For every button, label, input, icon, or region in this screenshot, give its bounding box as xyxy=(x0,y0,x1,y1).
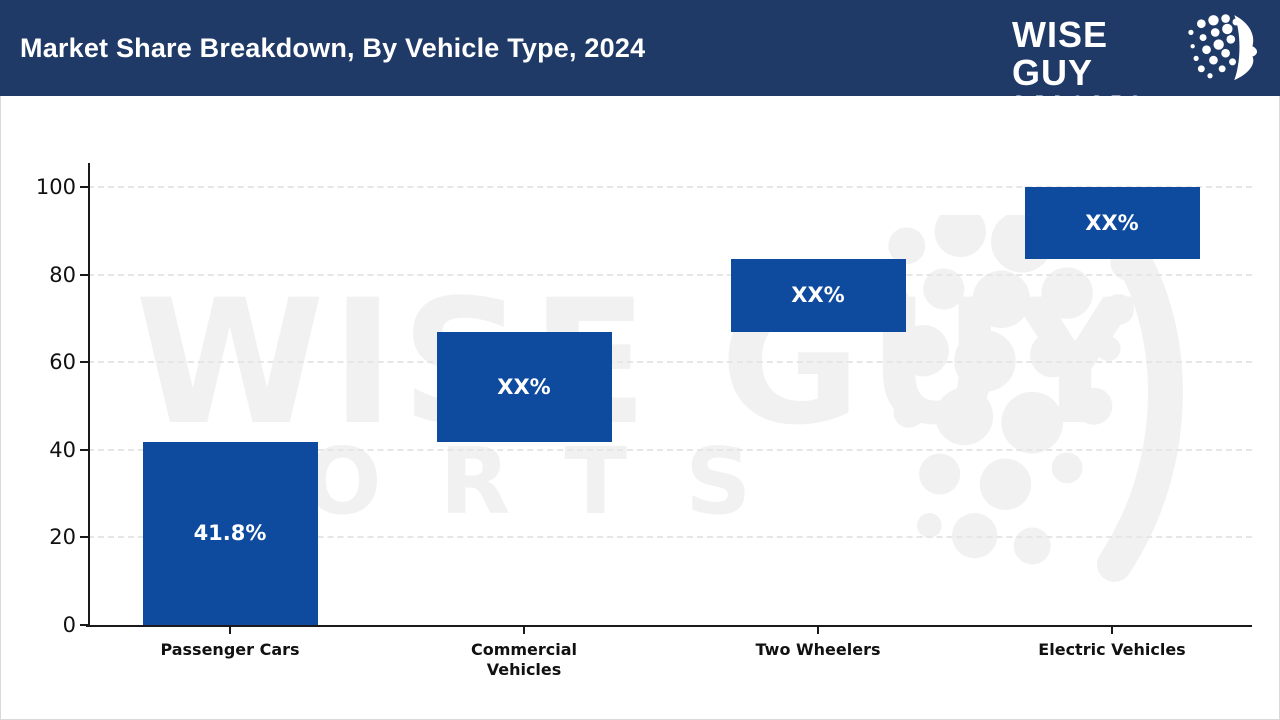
x-axis-category-label-line: Vehicles xyxy=(486,660,562,679)
logo-head-icon xyxy=(1188,14,1258,81)
logo-wordmark-sub: REPORTS xyxy=(1015,94,1150,110)
x-axis-tick xyxy=(817,626,819,634)
gridline xyxy=(88,536,1252,539)
y-axis-line xyxy=(88,163,90,627)
x-axis-category-label-line: Commercial xyxy=(470,640,578,659)
gridline xyxy=(88,448,1252,451)
x-axis-category-label-line: Two Wheelers xyxy=(755,640,881,659)
x-axis-line xyxy=(86,625,1252,627)
y-axis-tick-label: 40 xyxy=(49,437,76,462)
y-axis-tick xyxy=(80,273,88,276)
bar-electric-vehicles: XX% xyxy=(1024,187,1200,260)
chart-title: Market Share Breakdown, By Vehicle Type,… xyxy=(20,32,646,63)
x-axis-category-label: Commercial Vehicles xyxy=(414,640,634,680)
header-band: Market Share Breakdown, By Vehicle Type,… xyxy=(0,0,1280,110)
y-axis-tick xyxy=(80,361,88,364)
bar-value-label: XX% xyxy=(791,283,845,308)
x-axis-category-label-line: Electric Vehicles xyxy=(1038,640,1186,659)
x-axis-tick xyxy=(523,626,525,634)
logo-wordmark-main: WISE GUY xyxy=(1012,14,1109,93)
y-axis-tick-label: 20 xyxy=(49,525,76,550)
x-axis-category-label: Two Wheelers xyxy=(708,640,928,660)
bar-value-label: 41.8% xyxy=(193,521,267,546)
gridline xyxy=(88,186,1252,188)
bar-value-label: XX% xyxy=(497,374,551,399)
y-axis-tick xyxy=(80,536,88,539)
bar-commercial-vehicles: XX% xyxy=(436,331,612,442)
y-axis-tick-label: 100 xyxy=(35,175,76,199)
y-axis-tick-label: 60 xyxy=(49,350,76,375)
y-axis-tick xyxy=(80,448,88,451)
x-axis-tick xyxy=(229,626,231,634)
x-axis-category-label-line: Passenger Cars xyxy=(160,640,300,659)
logo-wordmark: WISE GUY REPORTS xyxy=(1012,14,1186,111)
y-axis-tick-label: 80 xyxy=(49,262,76,287)
x-axis-category-label: Electric Vehicles xyxy=(1002,640,1222,660)
gridline xyxy=(88,273,1252,276)
bar-value-label: XX% xyxy=(1085,211,1139,236)
bar-passenger-cars: 41.8% xyxy=(142,441,318,625)
y-axis-tick-label: 0 xyxy=(62,613,76,637)
brand-logo: WISE GUY REPORTS xyxy=(1012,8,1262,110)
x-axis-category-label: Passenger Cars xyxy=(120,640,340,660)
bar-two-wheelers: XX% xyxy=(730,259,906,332)
gridline xyxy=(88,361,1252,364)
y-axis-tick xyxy=(80,186,88,188)
x-axis-tick xyxy=(1111,626,1113,634)
y-axis-tick xyxy=(80,624,88,626)
